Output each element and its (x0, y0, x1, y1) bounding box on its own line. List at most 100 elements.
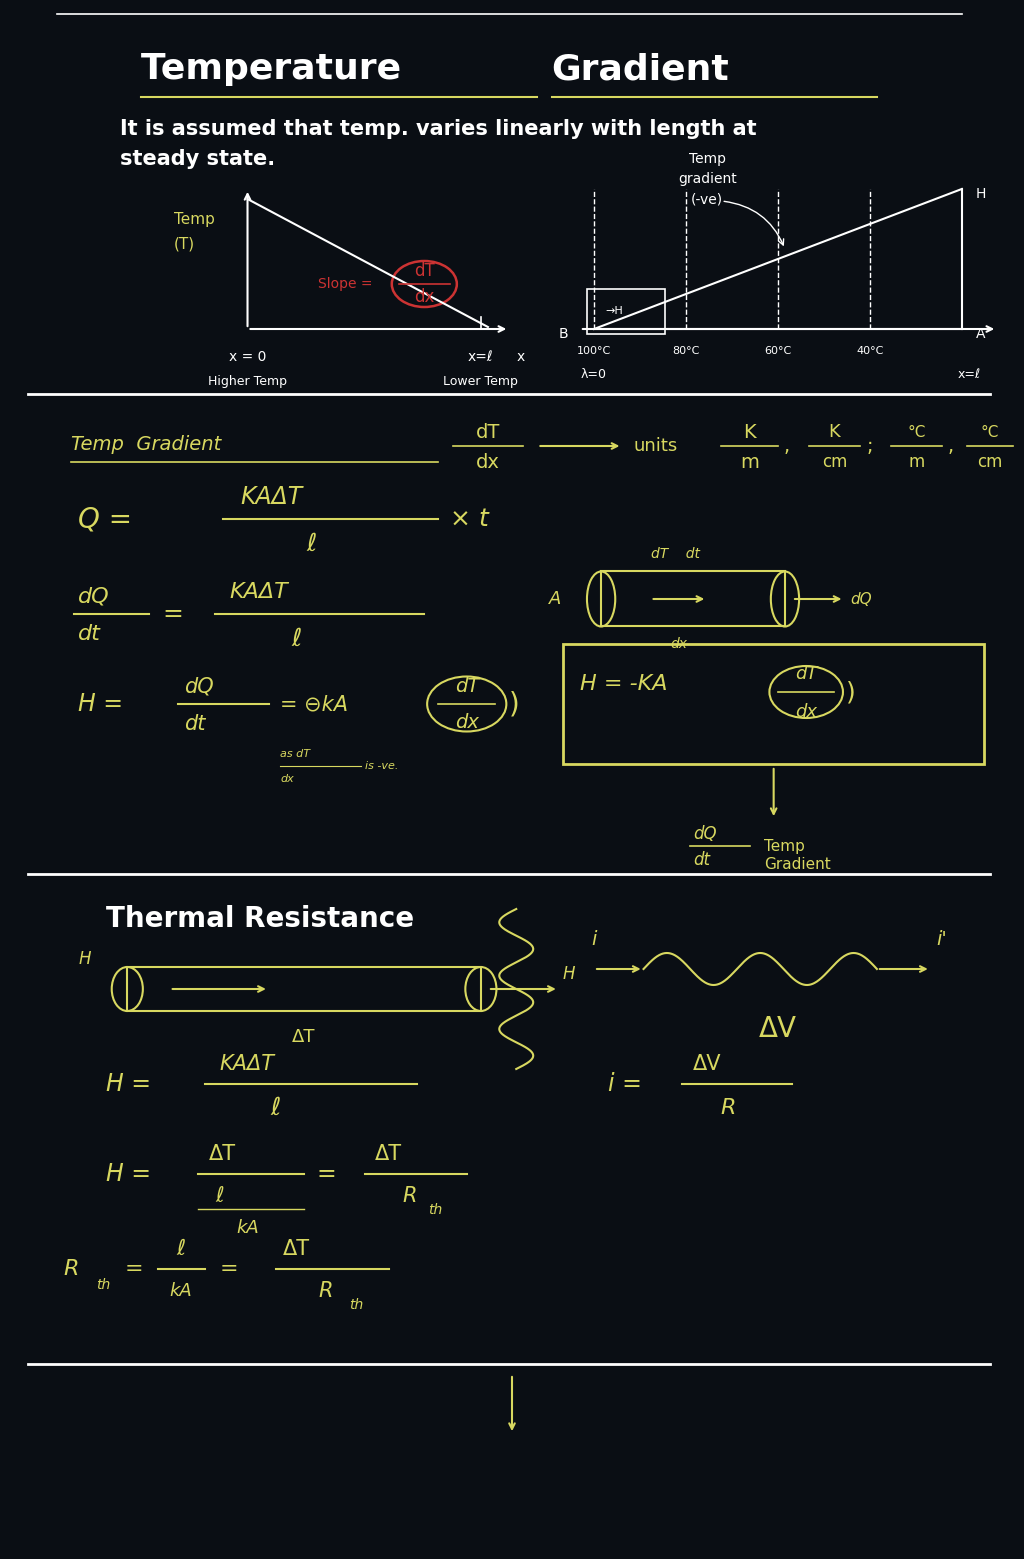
Text: i': i' (936, 929, 947, 948)
Text: →H: →H (605, 306, 623, 316)
Text: cm: cm (977, 454, 1002, 471)
Text: Gradient: Gradient (552, 51, 729, 86)
Text: dx: dx (671, 638, 687, 652)
Text: dQ: dQ (693, 825, 717, 843)
Text: °C: °C (981, 424, 999, 440)
Text: dT    dt: dT dt (650, 547, 699, 561)
Text: th: th (349, 1299, 364, 1313)
Text: ℓ: ℓ (306, 532, 316, 557)
Text: kA: kA (170, 1281, 193, 1300)
Text: Thermal Resistance: Thermal Resistance (106, 906, 414, 932)
Text: ℓ: ℓ (270, 1096, 281, 1119)
Text: It is assumed that temp. varies linearly with length at: It is assumed that temp. varies linearly… (120, 118, 757, 139)
Text: =: = (219, 1260, 238, 1278)
Text: ΔV: ΔV (759, 1015, 797, 1043)
Text: R: R (318, 1281, 333, 1302)
Text: (-ve): (-ve) (691, 192, 723, 206)
Text: × t: × t (450, 507, 488, 532)
Bar (587, 288, 665, 334)
Text: Temp: Temp (764, 839, 805, 853)
Text: dT: dT (414, 262, 434, 281)
Text: B: B (559, 327, 568, 341)
Text: K: K (743, 422, 756, 441)
Text: units: units (634, 437, 678, 455)
Text: H: H (976, 187, 986, 201)
Text: =: = (316, 1161, 337, 1186)
Text: λ=0: λ=0 (581, 368, 607, 380)
Text: x=ℓ: x=ℓ (468, 351, 494, 363)
Text: Temp  Gradient: Temp Gradient (71, 435, 221, 454)
Text: Temp: Temp (174, 212, 215, 226)
Text: dx: dx (280, 773, 294, 784)
Text: dt: dt (693, 851, 710, 868)
Text: =: = (163, 602, 183, 627)
Text: Gradient: Gradient (764, 856, 830, 871)
Text: kA: kA (237, 1219, 259, 1236)
Text: H: H (79, 949, 91, 968)
Text: 80°C: 80°C (673, 346, 699, 355)
Text: A: A (976, 327, 985, 341)
Text: dt: dt (184, 714, 205, 734)
Text: 40°C: 40°C (856, 346, 884, 355)
Text: 100°C: 100°C (577, 346, 611, 355)
Text: KAΔT: KAΔT (229, 582, 288, 602)
Text: as dT: as dT (280, 748, 310, 759)
Text: i =: i = (608, 1073, 642, 1096)
Text: dx: dx (796, 703, 817, 720)
Text: cm: cm (822, 454, 847, 471)
Text: ℓ: ℓ (215, 1186, 223, 1207)
Text: ΔT: ΔT (283, 1239, 310, 1260)
Text: ℓ: ℓ (292, 627, 302, 652)
Text: dT: dT (476, 422, 500, 441)
Text: H =: H = (106, 1073, 152, 1096)
Text: H =: H = (106, 1161, 152, 1186)
Text: Temperature: Temperature (141, 51, 414, 86)
Text: °C: °C (907, 424, 926, 440)
Text: x = 0: x = 0 (228, 351, 266, 363)
Text: m: m (908, 454, 925, 471)
Text: m: m (740, 452, 759, 471)
Text: Temp: Temp (689, 151, 726, 165)
Bar (601, 571, 785, 627)
Text: Higher Temp: Higher Temp (208, 374, 287, 388)
Text: dx: dx (455, 712, 478, 731)
Text: (T): (T) (174, 237, 196, 251)
Text: K: K (828, 422, 841, 441)
Bar (563, 644, 984, 764)
Text: R: R (402, 1186, 418, 1207)
Text: th: th (428, 1204, 442, 1218)
Text: =: = (125, 1260, 143, 1278)
Text: 60°C: 60°C (764, 346, 792, 355)
Text: x=ℓ: x=ℓ (957, 368, 980, 380)
Text: dQ: dQ (78, 586, 110, 606)
Text: H =: H = (78, 692, 123, 716)
Text: dQ: dQ (850, 591, 871, 606)
Text: H = -KA: H = -KA (580, 673, 668, 694)
Text: ΔV: ΔV (693, 1054, 722, 1074)
Text: steady state.: steady state. (120, 150, 275, 168)
Text: ΔT: ΔT (209, 1144, 237, 1165)
Text: R: R (63, 1260, 79, 1278)
Text: ℓ: ℓ (176, 1239, 185, 1260)
Text: KAΔT: KAΔT (241, 485, 302, 508)
Text: Q =: Q = (78, 505, 132, 533)
Text: dx: dx (414, 288, 434, 306)
Text: KAΔT: KAΔT (219, 1054, 274, 1074)
Text: = ⊖kA: = ⊖kA (280, 694, 348, 714)
Text: dT: dT (795, 666, 817, 683)
Text: R: R (721, 1098, 736, 1118)
Text: ΔT: ΔT (292, 1027, 315, 1046)
Bar (127, 967, 481, 1010)
Text: dt: dt (78, 624, 100, 644)
Text: gradient: gradient (678, 171, 736, 186)
Text: ;: ; (866, 437, 873, 455)
Text: H: H (563, 965, 575, 984)
Text: x: x (516, 351, 524, 363)
Text: th: th (96, 1278, 111, 1292)
Text: ,: , (783, 437, 790, 455)
Text: dx: dx (476, 452, 500, 471)
Text: dT: dT (455, 677, 479, 695)
Text: ,: , (947, 437, 953, 455)
Text: Lower Temp: Lower Temp (443, 374, 518, 388)
Text: dQ: dQ (184, 677, 213, 695)
